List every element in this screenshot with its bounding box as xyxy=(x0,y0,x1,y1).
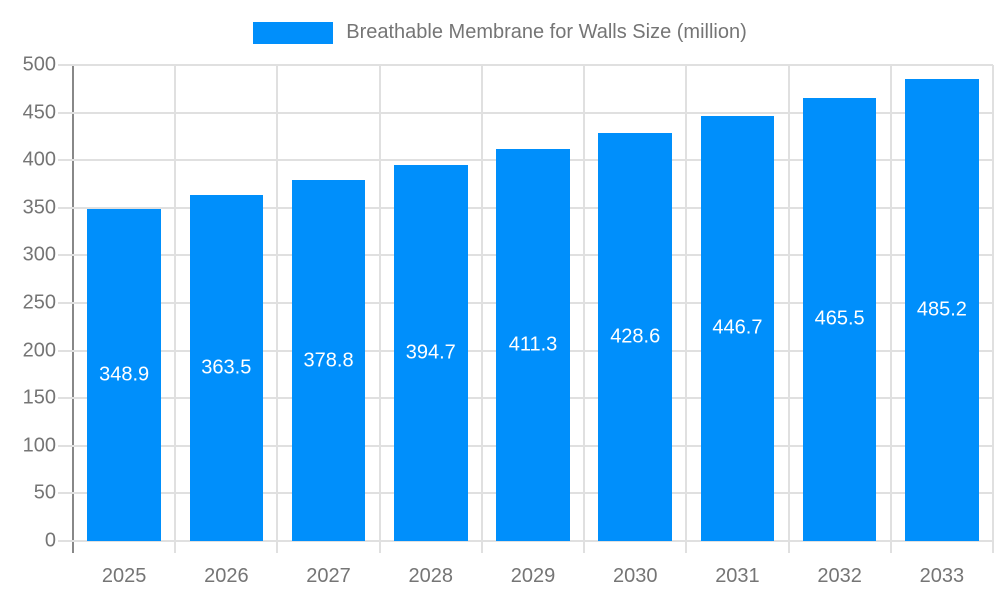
x-tick-label: 2033 xyxy=(919,565,965,587)
x-tick-label: 2026 xyxy=(204,565,249,587)
grid-line-v xyxy=(992,65,994,553)
grid-line-v xyxy=(685,65,688,553)
x-tick-label: 2032 xyxy=(817,565,862,587)
x-tick-label: 2030 xyxy=(612,565,658,587)
y-tick-label: 400 xyxy=(22,148,56,171)
bar[interactable] xyxy=(700,115,775,541)
grid-line-v xyxy=(378,65,381,553)
y-tick-label: 200 xyxy=(22,339,56,362)
y-tick-label: 500 xyxy=(22,53,56,76)
bar-value-label: 465.5 xyxy=(814,307,865,330)
y-tick-label: 300 xyxy=(22,243,56,266)
grid-line-v xyxy=(889,65,892,553)
legend[interactable]: Breathable Membrane for Walls Size (mill… xyxy=(0,21,1000,44)
bar-value-label: 428.6 xyxy=(610,325,661,348)
bar[interactable] xyxy=(189,194,264,541)
y-tick-label: 450 xyxy=(22,101,56,124)
grid-line-v xyxy=(174,65,177,553)
legend-swatch xyxy=(253,21,334,44)
bar-value-label: 378.8 xyxy=(303,349,354,372)
grid-line-v xyxy=(787,65,790,553)
y-tick-label: 250 xyxy=(22,291,56,314)
bar[interactable] xyxy=(291,180,366,541)
grid-line-h xyxy=(58,111,993,114)
bar-value-label: 363.5 xyxy=(201,356,252,379)
bar[interactable] xyxy=(905,79,979,541)
grid-line-h xyxy=(58,540,993,542)
bar[interactable] xyxy=(802,97,877,541)
y-tick-label: 0 xyxy=(44,529,56,552)
x-tick-label: 2029 xyxy=(510,565,556,587)
bar-value-label: 485.2 xyxy=(916,298,967,321)
x-tick-label: 2028 xyxy=(408,565,454,587)
grid-line-v xyxy=(583,65,586,553)
y-axis-line xyxy=(72,65,74,553)
grid-line-v xyxy=(480,65,483,553)
bar-value-label: 348.9 xyxy=(99,363,150,386)
bar[interactable] xyxy=(393,165,468,541)
grid-line-h xyxy=(58,64,993,66)
bar[interactable] xyxy=(87,208,161,541)
y-tick-label: 100 xyxy=(22,434,56,457)
legend-label: Breathable Membrane for Walls Size (mill… xyxy=(346,21,747,43)
grid-line-v xyxy=(276,65,279,553)
bar[interactable] xyxy=(496,149,570,541)
bar-value-label: 446.7 xyxy=(712,316,763,339)
y-tick-label: 50 xyxy=(33,481,56,504)
bar-value-label: 394.7 xyxy=(405,341,456,364)
plot-area: 0 50 100 150 200 250 300 350 400 450 500 348.9 2025 3… xyxy=(23,54,994,587)
bar[interactable] xyxy=(598,132,673,541)
bar-value-label: 411.3 xyxy=(508,333,558,356)
x-tick-label: 2031 xyxy=(715,565,760,587)
y-tick-label: 350 xyxy=(22,196,56,219)
y-tick-label: 150 xyxy=(22,386,56,409)
x-tick-label: 2025 xyxy=(101,565,147,587)
x-tick-label: 2027 xyxy=(306,565,351,587)
